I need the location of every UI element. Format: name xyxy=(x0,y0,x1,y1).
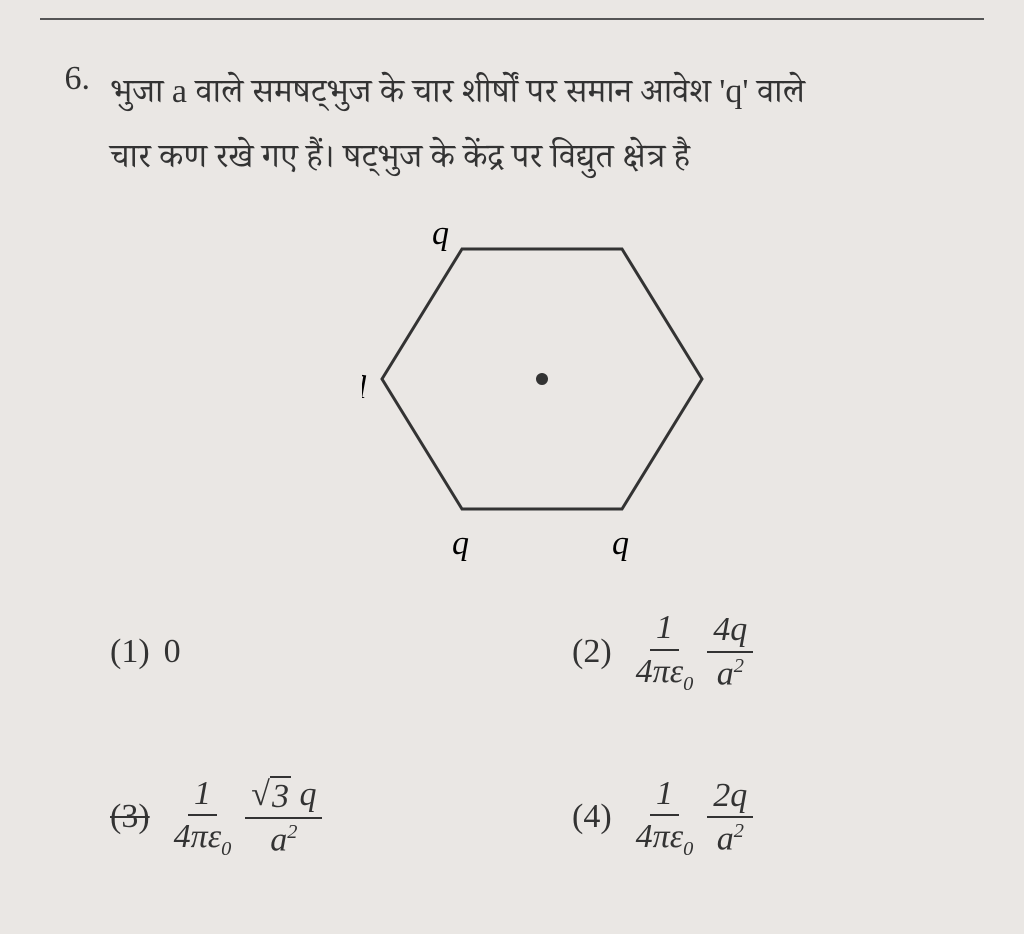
options-grid: (1) 0 (2) 1 4πε0 4q a2 xyxy=(110,609,974,860)
option-2: (2) 1 4πε0 4q a2 xyxy=(572,609,974,695)
vertex-label-bottom-right: q xyxy=(612,525,629,562)
option-4-frac2: 2q a2 xyxy=(707,777,753,858)
page: 6. भुजा a वाले समषट्भुज के चार शीर्षों प… xyxy=(0,0,1024,934)
question-block: 6. भुजा a वाले समषट्भुज के चार शीर्षों प… xyxy=(30,60,974,860)
option-4-label: (4) xyxy=(572,785,612,850)
option-1-label: (1) xyxy=(110,620,150,685)
hexagon-figure: q q q q xyxy=(362,209,722,569)
option-2-frac1-num: 1 xyxy=(650,609,679,650)
option-4-frac1-num: 1 xyxy=(650,775,679,816)
option-2-frac1-den: 4πε0 xyxy=(630,651,700,695)
question-line2: चार कण रखे गए हैं। षट्भुज के केंद्र पर व… xyxy=(110,138,690,175)
question-number: 6. xyxy=(30,60,110,860)
top-rule xyxy=(40,18,984,20)
option-4: (4) 1 4πε0 2q a2 xyxy=(572,775,974,861)
vertex-label-top-left: q xyxy=(432,215,449,252)
option-3-frac1-num: 1 xyxy=(188,775,217,816)
option-4-frac2-num: 2q xyxy=(707,777,753,818)
option-3-frac2-den: a2 xyxy=(264,819,303,859)
option-3-frac2-num: √3 q xyxy=(245,776,322,819)
option-3-frac1: 1 4πε0 xyxy=(168,775,238,861)
option-4-frac2-den: a2 xyxy=(711,818,750,858)
option-2-frac1: 1 4πε0 xyxy=(630,609,700,695)
option-4-frac1: 1 4πε0 xyxy=(630,775,700,861)
vertex-label-left: q xyxy=(362,362,367,399)
option-2-frac2: 4q a2 xyxy=(707,611,753,692)
option-2-label: (2) xyxy=(572,620,612,685)
center-dot xyxy=(536,373,548,385)
option-2-frac2-num: 4q xyxy=(707,611,753,652)
option-2-frac2-den: a2 xyxy=(711,653,750,693)
option-4-frac1-den: 4πε0 xyxy=(630,816,700,860)
question-line1: भुजा a वाले समषट्भुज के चार शीर्षों पर स… xyxy=(110,73,805,110)
option-1-value: 0 xyxy=(164,620,181,685)
option-3: (3) 1 4πε0 √3 q a2 xyxy=(110,775,512,861)
option-3-label: (3) xyxy=(110,785,150,850)
option-3-frac1-den: 4πε0 xyxy=(168,816,238,860)
sqrt-icon: √3 xyxy=(251,776,291,815)
question-text: भुजा a वाले समषट्भुज के चार शीर्षों पर स… xyxy=(110,60,974,860)
option-1: (1) 0 xyxy=(110,609,512,695)
vertex-label-bottom-left: q xyxy=(452,525,469,562)
option-3-frac2: √3 q a2 xyxy=(245,776,322,859)
